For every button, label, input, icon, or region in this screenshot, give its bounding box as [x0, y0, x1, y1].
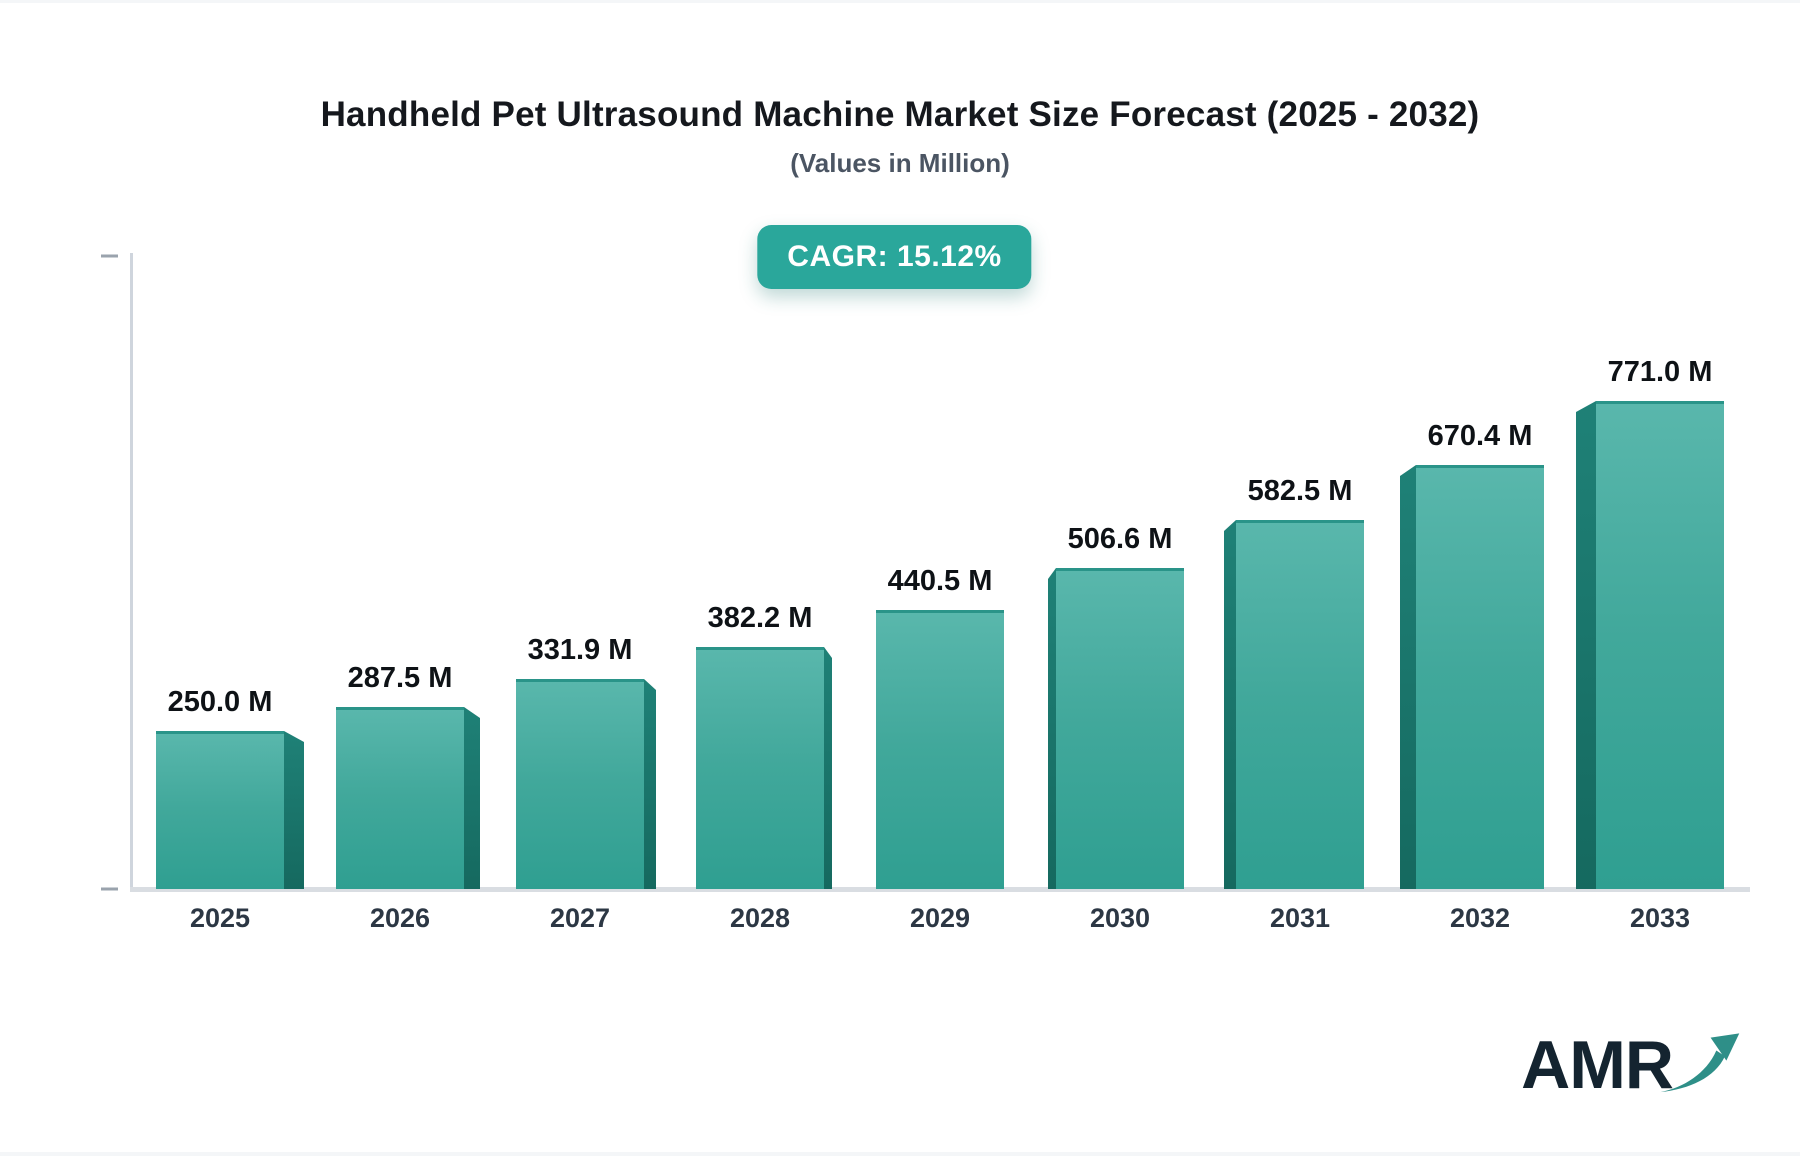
bar-face	[696, 647, 824, 889]
bar-side-face	[1048, 568, 1056, 889]
bar-side-face	[1400, 465, 1416, 889]
x-tick-label: 2029	[909, 903, 971, 933]
bar-group[interactable]: 382.2 M	[670, 256, 850, 889]
x-tick-label: 2032	[1449, 903, 1511, 933]
amr-logo: AMR	[1521, 1020, 1745, 1110]
x-axis-baseline	[130, 887, 1750, 892]
bar-group[interactable]: 771.0 M	[1570, 256, 1750, 889]
growth-arrow-icon	[1660, 1033, 1740, 1093]
bar-value-label: 250.0 M	[167, 686, 273, 718]
bar-group[interactable]: 670.4 M	[1390, 256, 1570, 889]
cagr-badge: CAGR: 15.12%	[757, 225, 1032, 289]
y-tick-dash	[101, 254, 118, 258]
y-tick-dash	[101, 887, 118, 891]
x-tick-label: 2026	[369, 903, 431, 933]
bar-side-face	[284, 731, 304, 889]
bar-face	[1596, 401, 1724, 889]
bar-face	[336, 707, 464, 889]
x-tick-label: 2031	[1269, 903, 1331, 933]
bar-value-label: 582.5 M	[1247, 475, 1353, 507]
bar-face	[1236, 520, 1364, 889]
bar-side-face	[1224, 520, 1236, 889]
y-axis-line	[130, 253, 133, 891]
bar-group[interactable]: 287.5 M	[310, 256, 490, 889]
x-tick-label: 2028	[729, 903, 791, 933]
bar-value-label: 287.5 M	[347, 662, 453, 694]
x-tick-label: 2027	[549, 903, 611, 933]
bar-group[interactable]: 331.9 M	[490, 256, 670, 889]
amr-logo-text: AMR	[1521, 1027, 1674, 1103]
bar-side-face	[824, 647, 832, 889]
bar-side-face	[464, 707, 480, 889]
bar-face	[1416, 465, 1544, 889]
bar-value-label: 771.0 M	[1607, 356, 1713, 388]
bar-group[interactable]: 250.0 M	[130, 256, 310, 889]
chart-subtitle: (Values in Million)	[790, 148, 1010, 178]
bar-value-label: 670.4 M	[1427, 420, 1533, 452]
bar-group[interactable]: 506.6 M	[1030, 256, 1210, 889]
plot-area: 250.0 M 287.5 M 331.9 M 382.2 M 440.5 M 506.6…	[130, 256, 1750, 889]
bar-value-label: 382.2 M	[707, 602, 813, 634]
bar-value-label: 331.9 M	[527, 634, 633, 666]
bar-face	[156, 731, 284, 889]
bar-group[interactable]: 440.5 M	[850, 256, 1030, 889]
bar-side-face	[644, 679, 656, 889]
x-tick-label: 2025	[189, 903, 251, 933]
bar-face	[876, 610, 1004, 889]
bar-side-face	[1576, 401, 1596, 889]
bar-group[interactable]: 582.5 M	[1210, 256, 1390, 889]
x-tick-label: 2033	[1629, 903, 1691, 933]
x-tick-label: 2030	[1089, 903, 1151, 933]
bar-face	[516, 679, 644, 889]
bar-value-label: 440.5 M	[887, 565, 993, 597]
bar-face	[1056, 568, 1184, 889]
chart-title: Handheld Pet Ultrasound Machine Market S…	[320, 95, 1480, 134]
bar-value-label: 506.6 M	[1067, 523, 1173, 555]
